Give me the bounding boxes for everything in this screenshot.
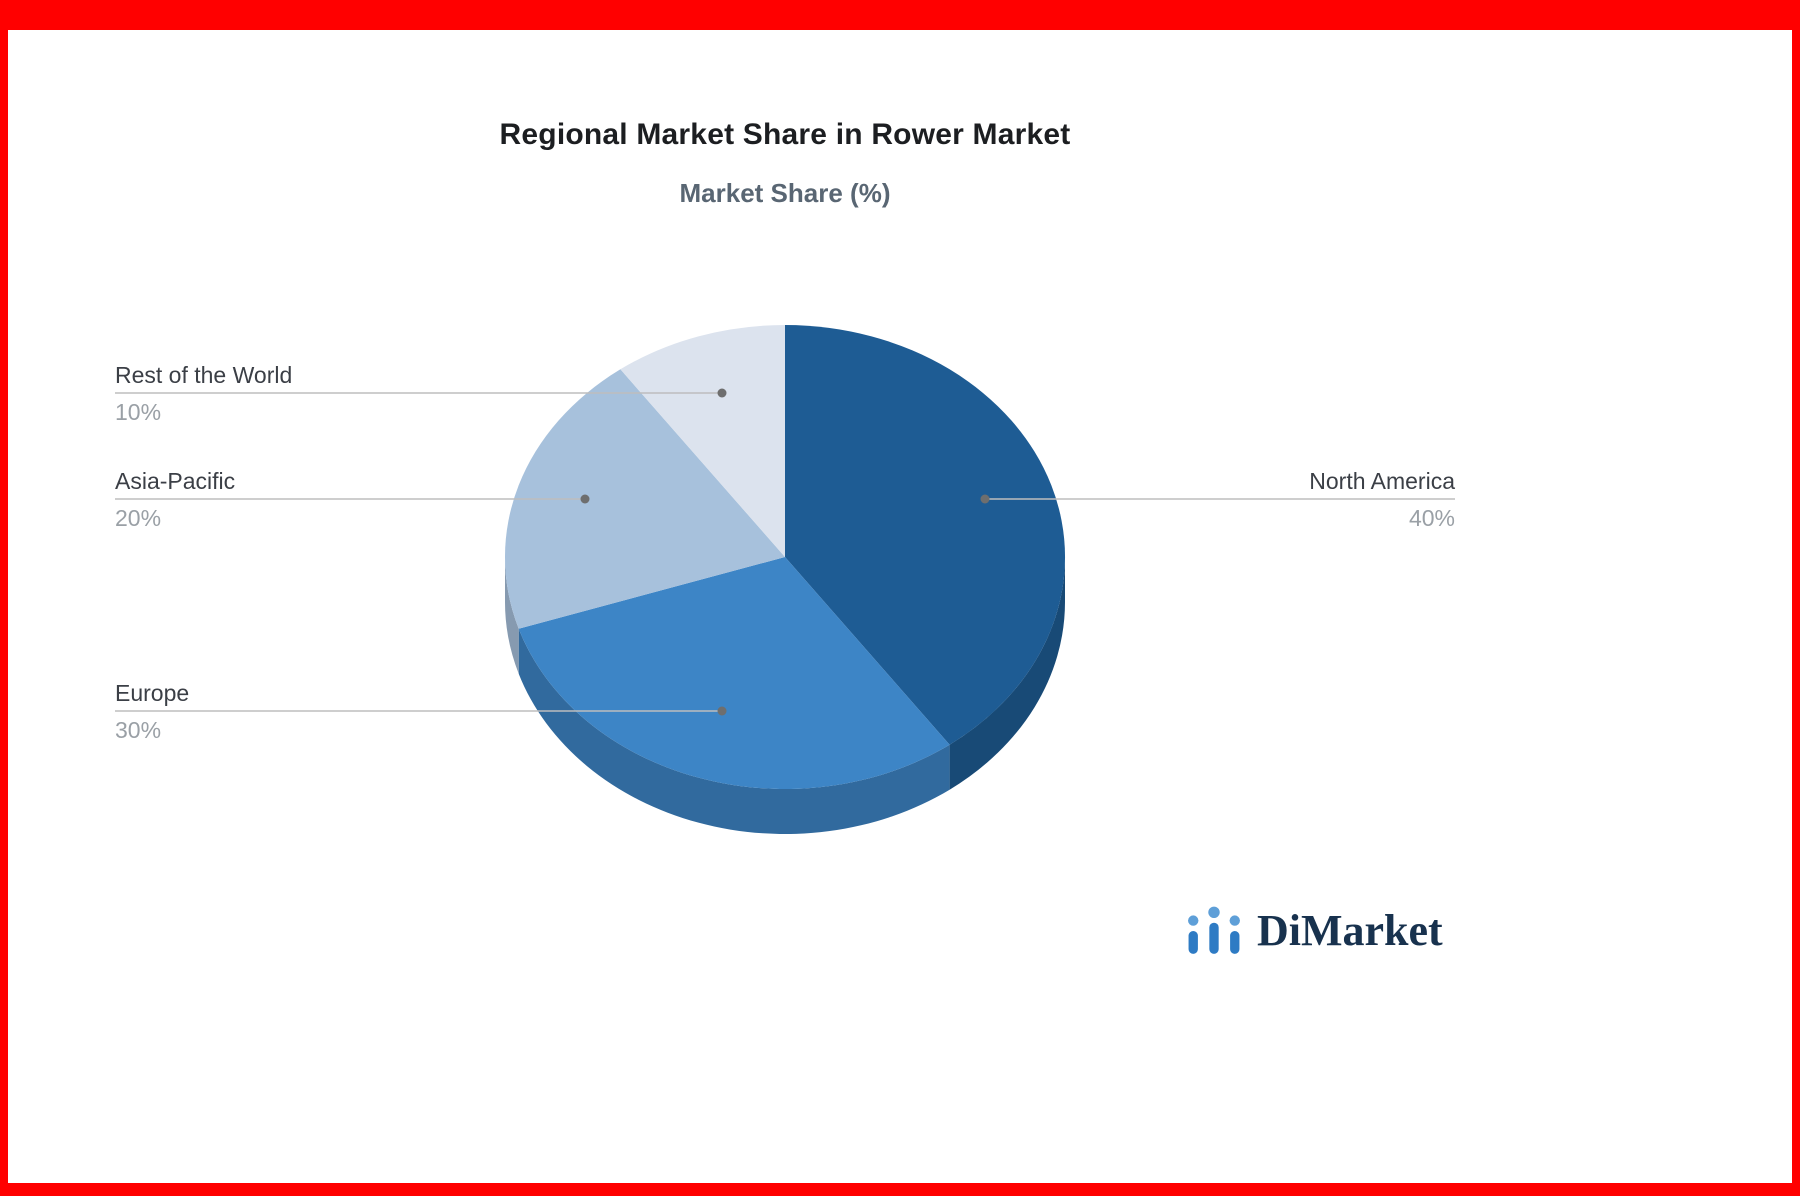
pie-slice-side-2: [505, 557, 519, 674]
value-europe: 30%: [115, 717, 162, 743]
leader-dot-rest-of-world: [717, 388, 727, 398]
pie-slice-side-1: [518, 628, 950, 835]
pie-slice-0: [785, 325, 1066, 745]
label-north-america: North America: [1309, 468, 1455, 494]
leader-lines: [115, 388, 1455, 716]
pie-slice-2: [504, 369, 785, 629]
value-asia-pacific: 20%: [115, 505, 162, 531]
label-asia-pacific: Asia-Pacific: [115, 468, 236, 494]
chart-title: Regional Market Share in Rower Market: [499, 118, 1071, 151]
value-north-america: 40%: [1408, 505, 1455, 531]
leader-dot-europe: [717, 706, 727, 716]
chart-subtitle: Market Share (%): [679, 178, 891, 208]
bar-chart-icon: [1188, 906, 1240, 954]
leader-dot-asia-pacific: [580, 494, 590, 504]
leader-dot-north-america: [980, 494, 990, 504]
value-rest-of-world: 10%: [115, 399, 162, 425]
pie-slice-side-0: [949, 557, 1065, 790]
pie-slice-1: [518, 557, 950, 790]
pie-body: [504, 325, 1066, 835]
title-block: Regional Market Share in Rower Market Ma…: [0, 118, 1570, 209]
logo-text: DiMarket: [1257, 906, 1443, 955]
label-rest-of-world: Rest of the World: [115, 362, 293, 388]
pie-slice-3: [620, 325, 785, 557]
dimarket-logo: DiMarket: [1185, 903, 1443, 959]
label-europe: Europe: [115, 680, 190, 706]
